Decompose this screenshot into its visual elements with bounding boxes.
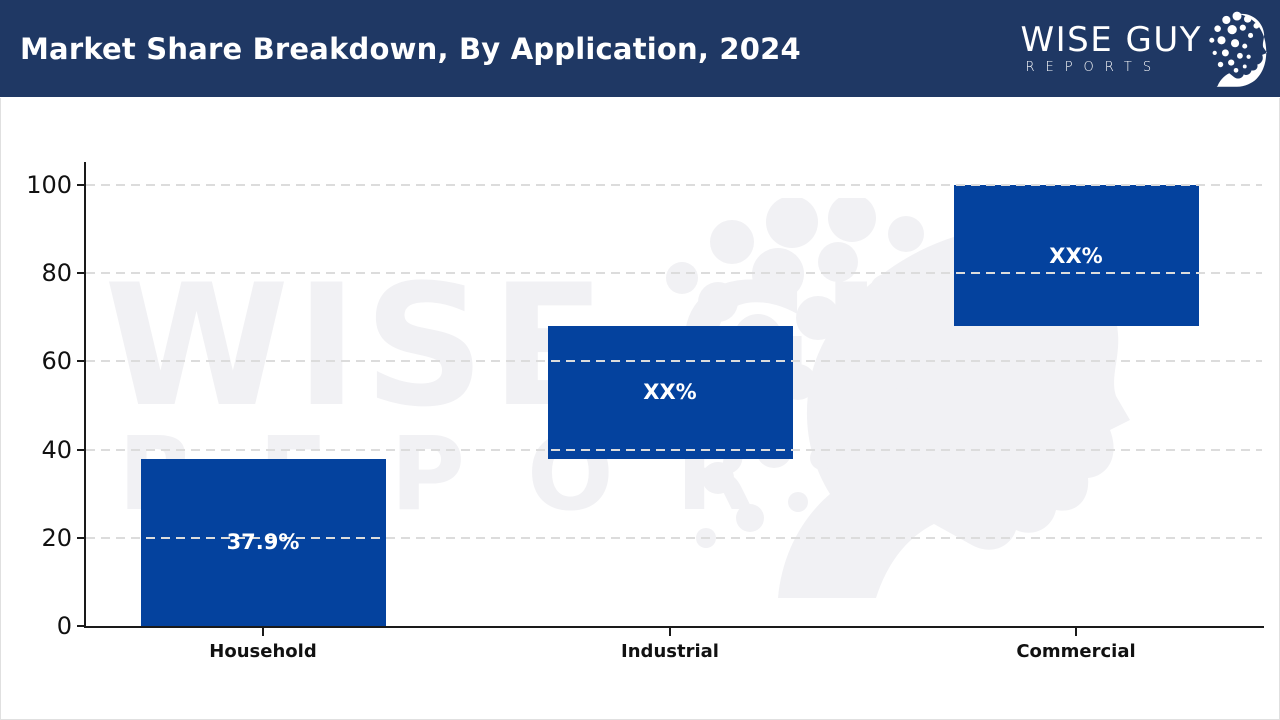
- bar-value-label-industrial: XX%: [643, 380, 697, 405]
- y-tick-label-20: 20: [41, 523, 72, 552]
- y-tick-label-0: 0: [56, 612, 72, 640]
- bar-commercial: [953, 185, 1199, 327]
- y-tick-60: [77, 360, 85, 363]
- y-tick-0: [77, 625, 85, 627]
- wiseguy-head-icon: [1209, 11, 1268, 87]
- wiseguy-logo: WISE GUY REPORTS: [1020, 8, 1268, 90]
- y-tick-80: [77, 272, 85, 275]
- x-tick-household: [262, 627, 264, 636]
- bar-value-label-commercial: XX%: [1049, 243, 1103, 268]
- x-label-industrial: Industrial: [621, 641, 719, 662]
- y-tick-100: [77, 184, 85, 186]
- gridline-100: [86, 184, 1262, 186]
- logo-brand-name: WISE GUY: [1020, 19, 1202, 60]
- y-tick-40: [77, 448, 85, 451]
- bar-value-label-household: 37.9%: [226, 530, 300, 555]
- y-axis-line: [84, 162, 86, 628]
- x-label-household: Household: [209, 641, 317, 662]
- logo-text-block: WISE GUY REPORTS: [1020, 19, 1202, 76]
- chart-title: Market Share Breakdown, By Application, …: [20, 31, 801, 66]
- bar-household: [140, 458, 386, 626]
- x-label-commercial: Commercial: [1016, 641, 1136, 662]
- y-tick-20: [77, 536, 85, 539]
- y-tick-label-80: 80: [41, 259, 72, 288]
- x-tick-commercial: [1075, 627, 1077, 636]
- x-tick-industrial: [669, 627, 671, 636]
- y-tick-label-60: 60: [41, 347, 72, 376]
- logo-brand-sub: REPORTS: [1025, 60, 1163, 76]
- y-tick-label-40: 40: [41, 435, 72, 464]
- gridline-60: [86, 360, 1262, 363]
- header-bar: Market Share Breakdown, By Application, …: [0, 0, 1280, 97]
- x-axis-line: [84, 626, 1264, 628]
- gridline-20: [86, 536, 1262, 539]
- gridline-40: [86, 448, 1262, 451]
- gridline-80: [86, 272, 1262, 275]
- bar-industrial: [547, 326, 793, 459]
- y-tick-label-100: 100: [26, 171, 72, 199]
